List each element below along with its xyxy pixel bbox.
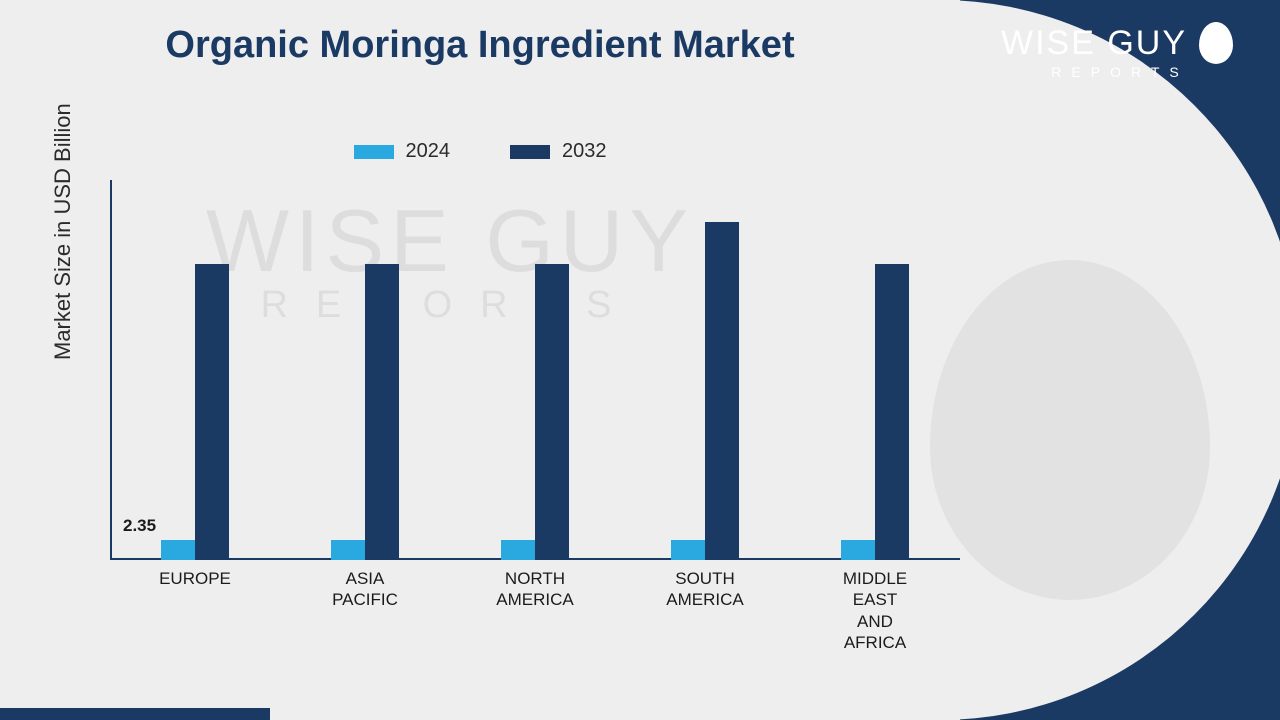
bar-2032 [535, 264, 569, 560]
bar-group [620, 222, 790, 560]
legend-swatch-2024 [354, 145, 394, 159]
brand-logo: WISE GUY REPORTS [990, 20, 1250, 80]
bar-2024 [331, 540, 365, 560]
bar-2032 [875, 264, 909, 560]
x-tick-label: MIDDLE EAST AND AFRICA [790, 568, 960, 653]
legend-item-2024: 2024 [354, 140, 451, 163]
bar-2024 [671, 540, 705, 560]
bar-group [790, 264, 960, 560]
brand-main-text: WISE GUY [1001, 24, 1187, 63]
bar-2024 [501, 540, 535, 560]
brand-head-icon [1193, 20, 1239, 66]
right-brand-panel [960, 0, 1280, 720]
chart-title: Organic Moringa Ingredient Market [0, 24, 960, 67]
bar-2024 [161, 540, 195, 560]
x-tick-label: SOUTH AMERICA [620, 568, 790, 611]
brand-sub-text: REPORTS [990, 64, 1250, 80]
x-tick-label: ASIA PACIFIC [280, 568, 450, 611]
x-tick-label: NORTH AMERICA [450, 568, 620, 611]
plot-area: 2.35 [110, 180, 960, 560]
bar-2024 [841, 540, 875, 560]
x-tick-label: EUROPE [110, 568, 280, 589]
bar-2032 [365, 264, 399, 560]
legend-label-2024: 2024 [406, 140, 451, 163]
legend-label-2032: 2032 [562, 140, 607, 163]
bar-group [450, 264, 620, 560]
chart-legend: 2024 2032 [0, 140, 960, 163]
y-axis-label: Market Size in USD Billion [50, 103, 76, 360]
bar-value-label: 2.35 [123, 516, 156, 536]
chart-canvas: WISE GUY REPORTS WISE GUY REPORTS Organi… [0, 0, 1280, 720]
x-axis-labels: EUROPEASIA PACIFICNORTH AMERICASOUTH AME… [110, 564, 960, 694]
bar-group [280, 264, 450, 560]
bar-2032 [195, 264, 229, 560]
bottom-accent-bar [0, 708, 270, 720]
bar-2032 [705, 222, 739, 560]
legend-swatch-2032 [510, 145, 550, 159]
legend-item-2032: 2032 [510, 140, 607, 163]
